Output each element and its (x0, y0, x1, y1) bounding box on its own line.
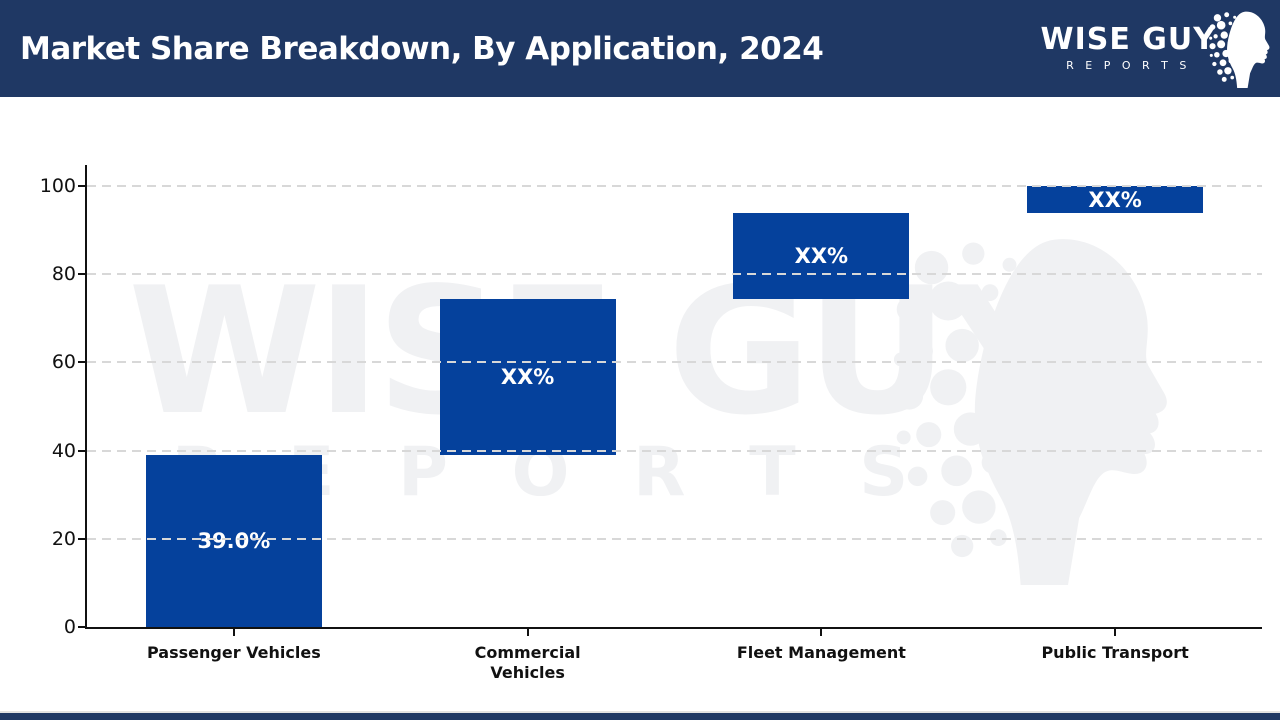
y-axis-tick-label: 60 (51, 351, 76, 374)
x-axis-category-label: Fleet Management (736, 643, 906, 662)
bar-commercial-vehicles: XX% (439, 299, 616, 456)
y-axis-tick-mark (78, 273, 85, 276)
plot-area: 39.0% XX% XX% XX% (87, 165, 1262, 627)
bar-fleet-management: XX% (733, 213, 910, 300)
gridline-80 (87, 273, 1262, 276)
logo-head-icon (1208, 8, 1270, 88)
bar-passenger-vehicles: 39.0% (145, 455, 322, 627)
y-axis-tick-label: 100 (39, 175, 76, 197)
wise-guy-logo: WISE GUY R E P O R T S (1040, 8, 1270, 88)
gridline-60 (87, 361, 1262, 364)
footer-rule (0, 711, 1280, 713)
y-axis-line (85, 165, 87, 629)
x-axis-category-label: Public Transport (1041, 643, 1189, 662)
y-axis-tick-label: 20 (51, 527, 76, 550)
y-axis-tick-label: 80 (51, 263, 76, 286)
gridline-100 (87, 185, 1262, 187)
bar-value-label: XX% (794, 244, 849, 269)
x-axis-tick-mark (820, 629, 823, 636)
x-axis-tick-mark (232, 629, 235, 636)
gridline-20 (87, 537, 1262, 540)
x-axis-category-label: Commercial Vehicles (474, 643, 581, 682)
gridline-40 (87, 449, 1262, 452)
header-bar: Market Share Breakdown, By Application, … (0, 0, 1280, 97)
bar-public-transport: XX% (1027, 186, 1204, 214)
y-axis-tick-label: 40 (51, 439, 76, 462)
y-axis-tick-mark (78, 449, 85, 452)
x-axis-category-label: Passenger Vehicles (147, 643, 321, 662)
x-axis-tick-mark (1114, 629, 1117, 636)
logo-wordmark-line1: WISE GUY (1040, 22, 1216, 58)
bar-value-label: XX% (1088, 187, 1142, 212)
y-axis-tick-mark (78, 185, 85, 187)
y-axis-tick-mark (78, 626, 85, 628)
page-title: Market Share Breakdown, By Application, … (20, 30, 824, 67)
footer-bar (0, 713, 1280, 720)
logo-wordmark: WISE GUY R E P O R T S (1040, 24, 1216, 72)
y-axis-tick-mark (78, 361, 85, 364)
y-axis-tick-mark (78, 537, 85, 540)
x-axis-tick-mark (526, 629, 529, 636)
logo-wordmark-line2: R E P O R T S (1066, 58, 1191, 72)
bar-value-label: XX% (500, 365, 555, 390)
bar-value-label: 39.0% (197, 529, 271, 553)
y-axis-tick-label: 0 (63, 616, 76, 638)
x-axis-line (85, 627, 1262, 629)
